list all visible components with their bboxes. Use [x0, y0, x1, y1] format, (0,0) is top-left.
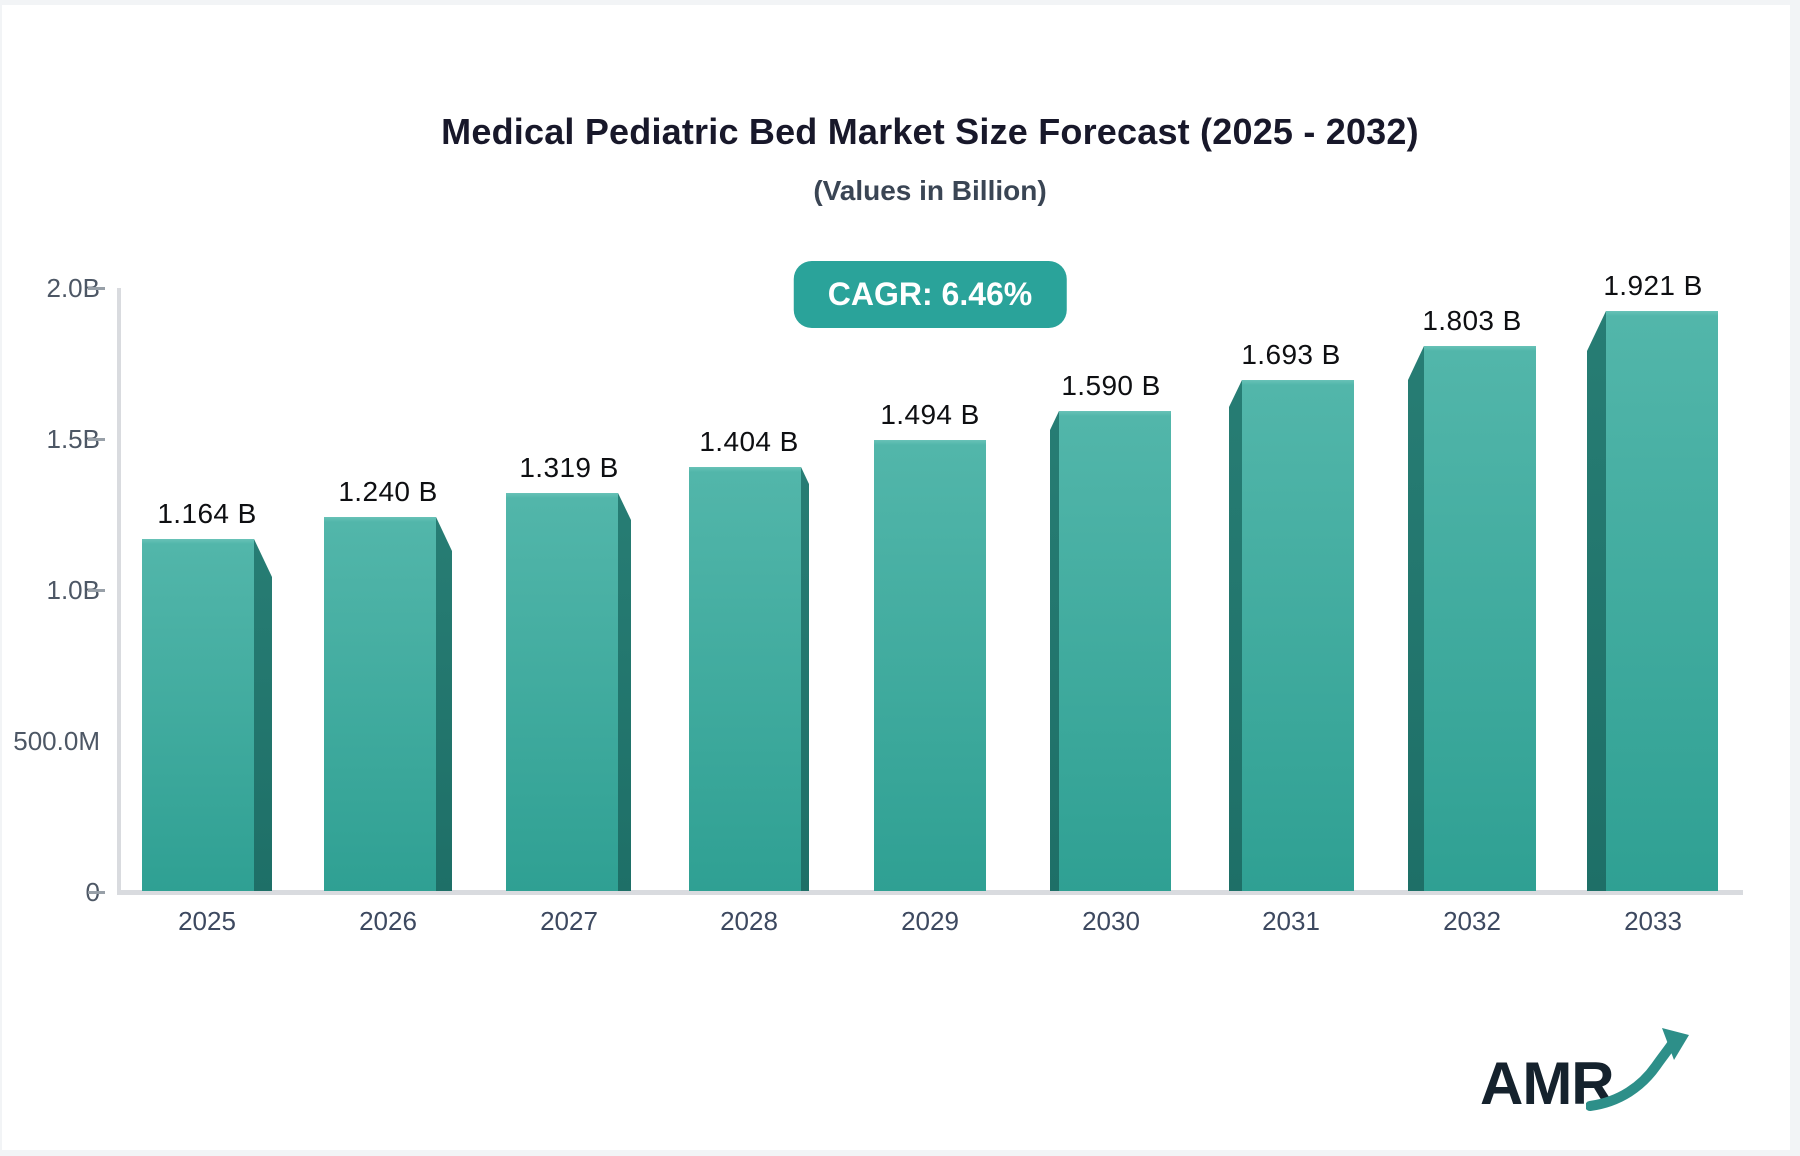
bar — [874, 440, 986, 891]
bar-side-shade — [1229, 380, 1242, 891]
bar-side-shade — [801, 467, 809, 891]
bar-face — [1606, 311, 1718, 891]
x-tick-label: 2030 — [1082, 906, 1140, 936]
bar-value-label: 1.164 B — [157, 498, 257, 529]
bar-face — [324, 517, 436, 891]
bar-value-label: 1.319 B — [519, 452, 619, 483]
x-tick-label: 2033 — [1624, 906, 1682, 936]
bar-face — [874, 440, 986, 891]
bar-side-shade — [618, 493, 631, 891]
chart-card: Medical Pediatric Bed Market Size Foreca… — [2, 5, 1790, 1150]
bar-value-label: 1.494 B — [880, 399, 980, 430]
bar-face — [506, 493, 618, 891]
y-tick-label: 1.0B — [46, 575, 101, 605]
chart-title: Medical Pediatric Bed Market Size Foreca… — [441, 111, 1419, 152]
x-tick-label: 2026 — [359, 906, 417, 936]
bar — [1050, 411, 1171, 891]
bar-face — [1242, 380, 1354, 891]
bar-face — [1424, 346, 1536, 891]
bar — [1408, 346, 1536, 891]
bar — [506, 493, 631, 891]
bar — [142, 539, 272, 891]
bar-value-label: 1.590 B — [1061, 370, 1161, 401]
x-tick-label: 2029 — [901, 906, 959, 936]
x-axis-line — [117, 890, 1743, 895]
x-tick-label: 2027 — [540, 906, 598, 936]
bar — [1587, 311, 1718, 891]
y-tick-label: 500.0M — [13, 726, 100, 756]
x-tick-label: 2032 — [1443, 906, 1501, 936]
growth-arrow-icon — [1586, 1028, 1689, 1111]
y-axis-line — [117, 288, 121, 892]
bar-value-label: 1.693 B — [1241, 339, 1341, 370]
bar-side-shade — [1050, 411, 1059, 891]
header: Medical Pediatric Bed Market Size Foreca… — [117, 111, 1743, 153]
y-tick-label: 2.0B — [46, 273, 101, 303]
bar-value-label: 1.921 B — [1603, 270, 1703, 301]
bar-side-shade — [436, 517, 452, 891]
bar-side-shade — [254, 539, 272, 891]
bar-value-label: 1.803 B — [1422, 305, 1522, 336]
bar — [1229, 380, 1354, 891]
bar-side-shade — [1587, 311, 1606, 891]
y-tick-label: 0 — [0, 876, 100, 908]
y-tick-dash — [88, 589, 105, 592]
y-tick-label: 1.5B — [46, 424, 101, 454]
amr-logo: AMR — [1480, 1028, 1690, 1136]
bar — [689, 467, 809, 891]
y-tick-dash — [88, 438, 105, 441]
x-tick-label: 2031 — [1262, 906, 1320, 936]
y-tick-dash — [88, 287, 105, 290]
x-tick-label: 2025 — [178, 906, 236, 936]
bar-face — [689, 467, 801, 891]
bar — [324, 517, 452, 891]
y-tick-dash — [88, 891, 105, 894]
bar-value-label: 1.240 B — [338, 476, 438, 507]
chart-subtitle: (Values in Billion) — [813, 175, 1047, 206]
bar-value-label: 1.404 B — [699, 426, 799, 457]
cagr-badge: CAGR: 6.46% — [793, 261, 1067, 328]
bar-side-shade — [1408, 346, 1424, 891]
x-tick-label: 2028 — [720, 906, 778, 936]
bar-face — [1059, 411, 1171, 891]
bar-face — [142, 539, 254, 891]
